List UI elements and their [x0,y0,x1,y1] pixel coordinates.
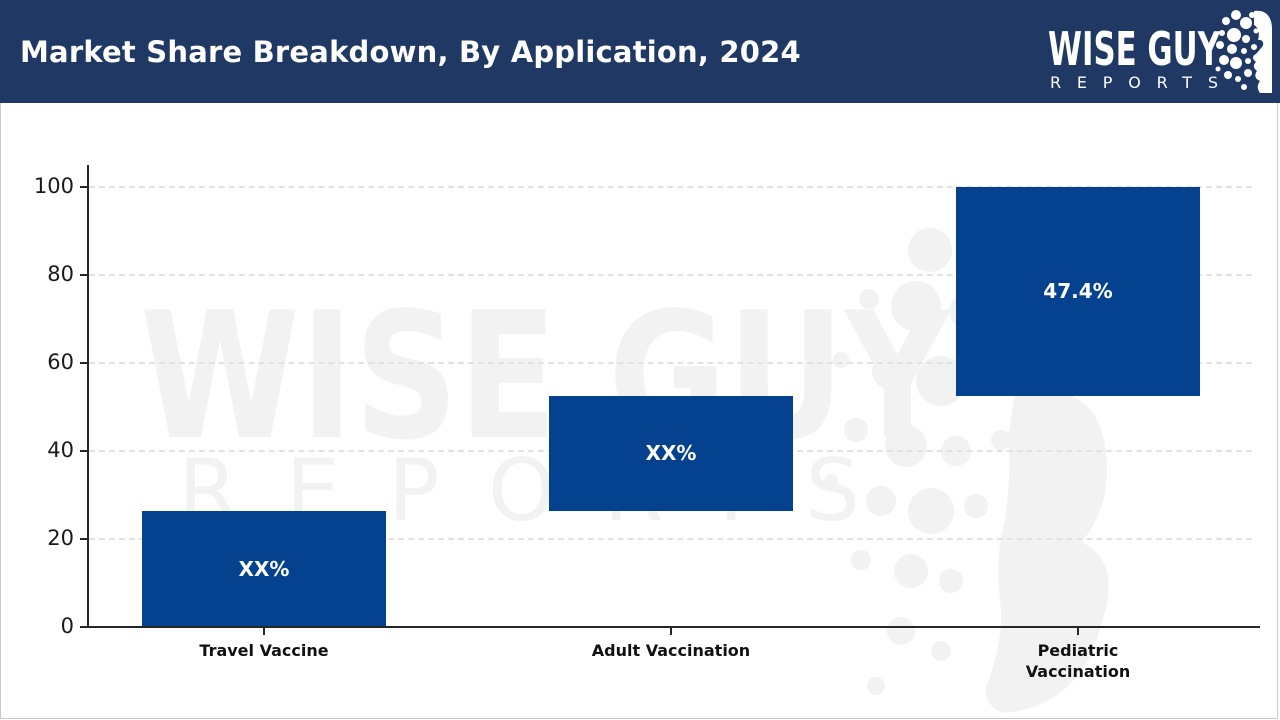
y-tick-mark [80,274,88,276]
gridline-60 [89,362,1252,364]
bar-segment [142,511,386,627]
gridline-100 [89,186,1252,188]
watermark-text-1: WISE GUY [140,276,952,479]
y-tick-label: 100 [33,174,74,198]
y-tick-label: 20 [47,526,74,550]
y-tick-mark [80,362,88,364]
y-tick-label: 80 [47,262,74,286]
x-category-label: Adult Vaccination [591,641,751,660]
page-title: Market Share Breakdown, By Application, … [20,34,801,69]
y-tick-mark [80,450,88,452]
bar-segment [549,395,793,512]
gridline-80 [89,274,1252,276]
bar-value-label: XX% [645,441,697,466]
gridline-20 [89,538,1252,540]
x-tick-mark [1077,627,1079,635]
wise-guy-reports-logo: WISE GUY REPORTS [1048,10,1272,94]
y-tick-label: 40 [47,438,74,462]
bar-value-label: XX% [238,557,290,582]
y-tick-mark [80,538,88,540]
header: Market Share Breakdown, By Application, … [0,0,1280,103]
x-category-label: Pediatric Vaccination [1025,641,1131,681]
logo-text-wiseguy: WISE GUY [1048,22,1220,76]
x-axis-spine [87,626,1260,628]
y-tick-label: 0 [60,614,74,638]
x-tick-mark [263,627,265,635]
bar-segment [956,187,1200,396]
x-tick-mark [670,627,672,635]
dotted-head-icon [1215,10,1272,94]
x-category-label: Travel Vaccine [199,641,329,660]
bar-value-label: 47.4% [1043,279,1113,304]
y-tick-label: 60 [47,350,74,374]
y-axis-spine [87,165,89,627]
y-tick-mark [80,626,88,628]
y-tick-mark [80,186,88,188]
